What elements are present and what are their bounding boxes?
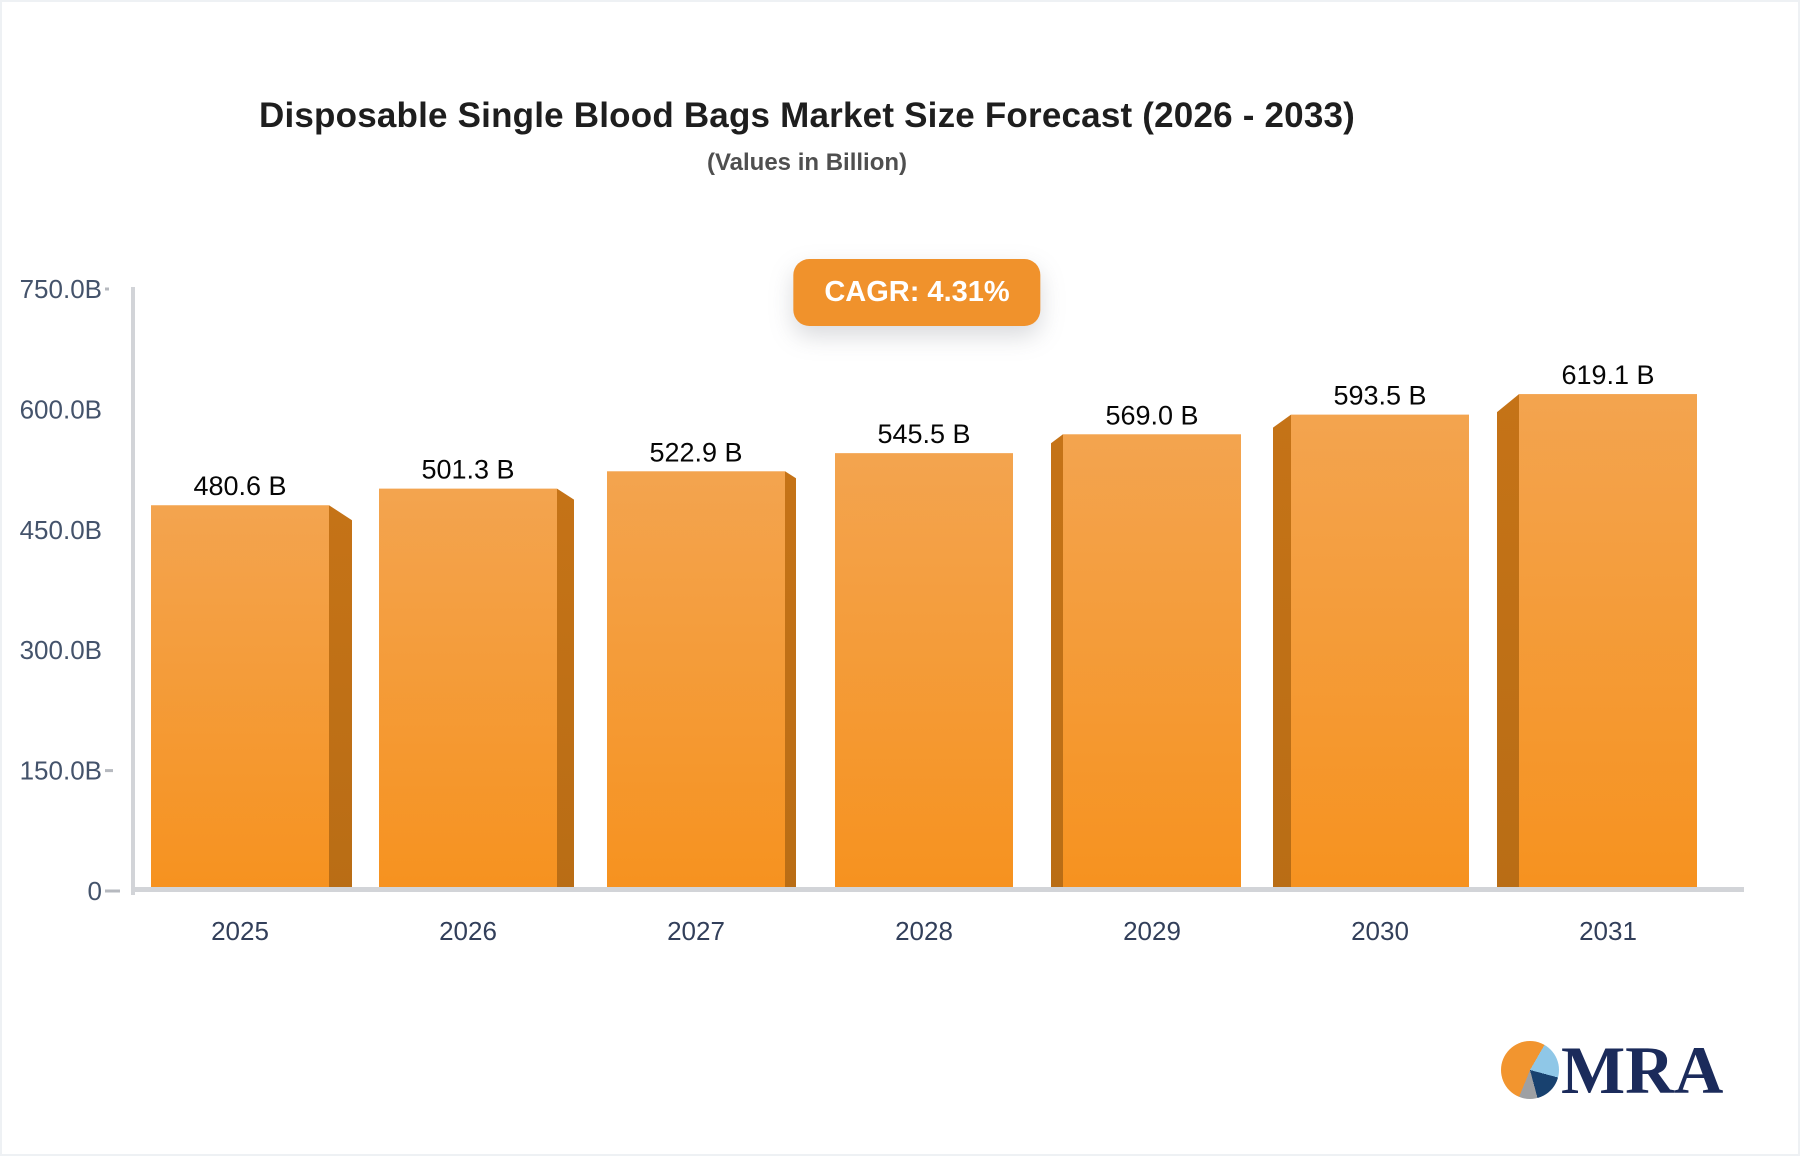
x-axis-line <box>131 887 1744 892</box>
y-tick-label: 150.0B <box>20 756 102 786</box>
bar-value-label: 593.5 B <box>1333 381 1426 411</box>
x-tick-label: 2028 <box>895 916 953 946</box>
y-tick-label: 750.0B <box>20 274 102 304</box>
y-axis-line <box>131 287 135 895</box>
bar-side-2025 <box>329 505 352 891</box>
bar-side-2029 <box>1051 434 1063 891</box>
brand-logo-text: MRA <box>1561 1032 1724 1108</box>
bar-side-2027 <box>785 471 796 891</box>
y-tick-label: 600.0B <box>20 394 102 424</box>
y-tick-mark <box>105 769 113 773</box>
cagr-badge: CAGR: 4.31% <box>793 259 1041 326</box>
bar-2027 <box>607 471 785 891</box>
bar-2025 <box>151 505 329 891</box>
bar-side-2030 <box>1273 414 1291 891</box>
x-tick-label: 2030 <box>1351 916 1409 946</box>
y-tick-mark <box>105 889 120 893</box>
x-tick-label: 2031 <box>1579 916 1637 946</box>
x-tick-label: 2026 <box>439 916 497 946</box>
y-tick-mark <box>105 287 109 291</box>
bar-value-label: 480.6 B <box>193 471 286 501</box>
bar-value-label: 619.1 B <box>1561 360 1654 390</box>
bar-side-2031 <box>1497 394 1519 891</box>
bar-2029 <box>1063 434 1241 891</box>
x-tick-label: 2027 <box>667 916 725 946</box>
chart-subtitle: (Values in Billion) <box>706 149 908 176</box>
y-tick-label: 300.0B <box>20 635 102 665</box>
bar-value-label: 569.0 B <box>1105 400 1198 430</box>
pie-chart-icon <box>1501 1041 1559 1099</box>
y-tick-label: 450.0B <box>20 515 102 545</box>
bar-value-label: 545.5 B <box>877 419 970 449</box>
y-tick-label: 0 <box>88 876 102 906</box>
bar-value-label: 501.3 B <box>421 455 514 485</box>
bar-2028 <box>835 453 1013 891</box>
bar-value-label: 522.9 B <box>649 437 742 467</box>
bar-side-2026 <box>557 488 574 891</box>
bar-2026 <box>379 488 557 891</box>
bar-2031 <box>1519 394 1697 891</box>
x-tick-label: 2025 <box>211 916 269 946</box>
bar-2030 <box>1291 414 1469 891</box>
x-tick-label: 2029 <box>1123 916 1181 946</box>
chart-title: Disposable Single Blood Bags Market Size… <box>258 96 1356 135</box>
brand-logo: MRA <box>1501 1032 1724 1108</box>
